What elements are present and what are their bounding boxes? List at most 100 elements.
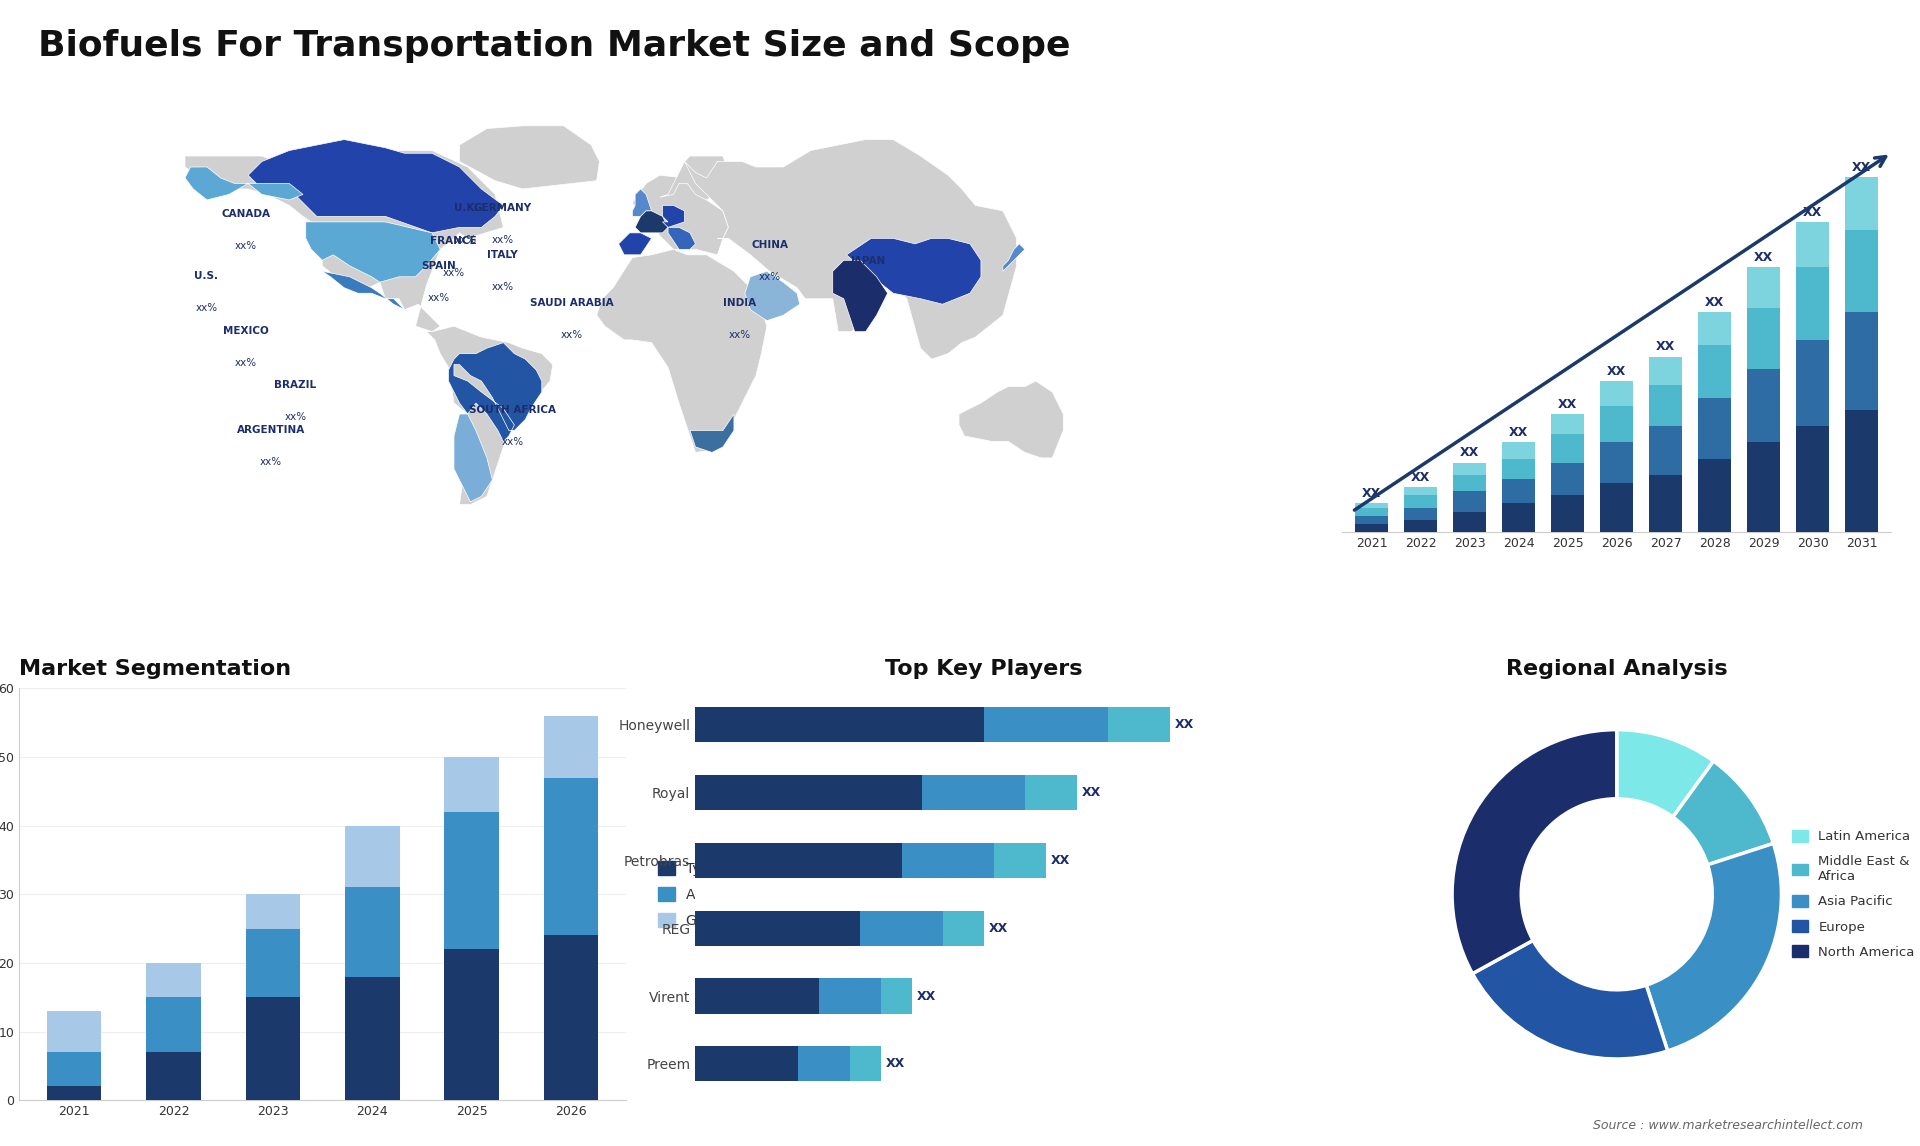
Bar bbox=[1108, 707, 1169, 743]
Bar bbox=[246, 997, 300, 1100]
Text: XX: XX bbox=[1803, 206, 1822, 219]
Text: XX: XX bbox=[1559, 398, 1578, 410]
Bar bbox=[1404, 495, 1438, 508]
Text: XX: XX bbox=[1607, 364, 1626, 378]
Polygon shape bbox=[184, 150, 503, 331]
Bar bbox=[346, 976, 399, 1100]
Bar bbox=[1025, 775, 1077, 810]
Polygon shape bbox=[449, 343, 541, 441]
Bar bbox=[995, 842, 1046, 878]
Bar bbox=[246, 928, 300, 997]
Text: XX: XX bbox=[1705, 296, 1724, 308]
Polygon shape bbox=[745, 272, 801, 321]
Bar bbox=[543, 716, 599, 778]
Bar bbox=[1845, 410, 1878, 532]
Text: xx%: xx% bbox=[561, 330, 584, 339]
Bar bbox=[1356, 508, 1388, 516]
Text: XX: XX bbox=[1755, 251, 1774, 264]
Polygon shape bbox=[660, 156, 728, 199]
Bar bbox=[444, 813, 499, 949]
Text: xx%: xx% bbox=[234, 241, 257, 251]
Text: xx%: xx% bbox=[442, 268, 465, 277]
Polygon shape bbox=[668, 227, 695, 250]
Text: XX: XX bbox=[1050, 854, 1071, 866]
Bar bbox=[1404, 487, 1438, 495]
Bar bbox=[346, 826, 399, 887]
Bar bbox=[1404, 520, 1438, 532]
Text: FRANCE: FRANCE bbox=[430, 236, 476, 246]
Polygon shape bbox=[459, 126, 599, 189]
Title: Regional Analysis: Regional Analysis bbox=[1505, 659, 1728, 678]
Polygon shape bbox=[597, 250, 766, 453]
Text: SOUTH AFRICA: SOUTH AFRICA bbox=[468, 405, 557, 415]
Legend: Latin America, Middle East &
Africa, Asia Pacific, Europe, North America: Latin America, Middle East & Africa, Asi… bbox=[1788, 826, 1918, 963]
Bar bbox=[146, 997, 202, 1052]
Text: xx%: xx% bbox=[259, 457, 282, 468]
Text: XX: XX bbox=[1509, 426, 1528, 439]
Title: Top Key Players: Top Key Players bbox=[885, 659, 1083, 678]
Text: JAPAN: JAPAN bbox=[851, 257, 885, 267]
Bar bbox=[1453, 511, 1486, 532]
Text: xx%: xx% bbox=[492, 282, 515, 292]
Text: XX: XX bbox=[1459, 447, 1478, 460]
Text: XX: XX bbox=[1083, 786, 1102, 799]
Text: XX: XX bbox=[1853, 162, 1872, 174]
Polygon shape bbox=[833, 260, 887, 331]
Text: XX: XX bbox=[1657, 340, 1676, 353]
Bar bbox=[1501, 479, 1536, 503]
Bar bbox=[860, 911, 943, 945]
Text: xx%: xx% bbox=[858, 289, 879, 298]
Bar bbox=[985, 707, 1108, 743]
Circle shape bbox=[1521, 799, 1713, 990]
Bar bbox=[1795, 340, 1830, 426]
Polygon shape bbox=[420, 327, 553, 504]
Text: Source : www.marketresearchintellect.com: Source : www.marketresearchintellect.com bbox=[1592, 1120, 1862, 1132]
Bar bbox=[1599, 484, 1634, 532]
Bar bbox=[1747, 442, 1780, 532]
Bar bbox=[1697, 458, 1732, 532]
Bar bbox=[1795, 426, 1830, 532]
Text: SAUDI ARABIA: SAUDI ARABIA bbox=[530, 298, 614, 307]
Bar bbox=[1747, 308, 1780, 369]
Bar bbox=[1599, 382, 1634, 406]
Text: ARGENTINA: ARGENTINA bbox=[236, 425, 305, 435]
Text: GERMANY: GERMANY bbox=[474, 203, 532, 213]
Polygon shape bbox=[685, 140, 1016, 359]
Bar bbox=[881, 979, 912, 1014]
Bar bbox=[695, 775, 922, 810]
Bar bbox=[820, 979, 881, 1014]
Bar bbox=[695, 707, 985, 743]
Bar bbox=[1845, 312, 1878, 410]
Bar bbox=[46, 1011, 102, 1052]
Text: xx%: xx% bbox=[428, 292, 449, 303]
Bar bbox=[943, 911, 985, 945]
Bar bbox=[1551, 495, 1584, 532]
Text: xx%: xx% bbox=[455, 235, 478, 245]
Polygon shape bbox=[632, 189, 651, 217]
Polygon shape bbox=[305, 222, 440, 282]
Text: XX: XX bbox=[1361, 487, 1380, 501]
Bar bbox=[543, 935, 599, 1100]
Bar bbox=[1697, 398, 1732, 458]
Bar bbox=[146, 1052, 202, 1100]
Bar bbox=[1501, 458, 1536, 479]
Bar bbox=[1795, 267, 1830, 340]
Bar bbox=[1551, 463, 1584, 495]
Bar bbox=[1356, 503, 1388, 508]
Text: XX: XX bbox=[1411, 471, 1430, 484]
Bar bbox=[1649, 426, 1682, 474]
Text: xx%: xx% bbox=[730, 330, 751, 339]
Bar bbox=[46, 1052, 102, 1086]
Polygon shape bbox=[248, 140, 503, 233]
Bar bbox=[922, 775, 1025, 810]
Text: INDIA: INDIA bbox=[724, 298, 756, 307]
Bar bbox=[695, 842, 902, 878]
Bar bbox=[46, 1086, 102, 1100]
Bar bbox=[444, 758, 499, 813]
Text: INTELLECT: INTELLECT bbox=[1784, 79, 1837, 88]
Bar bbox=[1501, 503, 1536, 532]
Text: xx%: xx% bbox=[234, 359, 257, 368]
Bar bbox=[851, 1046, 881, 1082]
Wedge shape bbox=[1617, 730, 1713, 817]
Bar bbox=[695, 1046, 799, 1082]
